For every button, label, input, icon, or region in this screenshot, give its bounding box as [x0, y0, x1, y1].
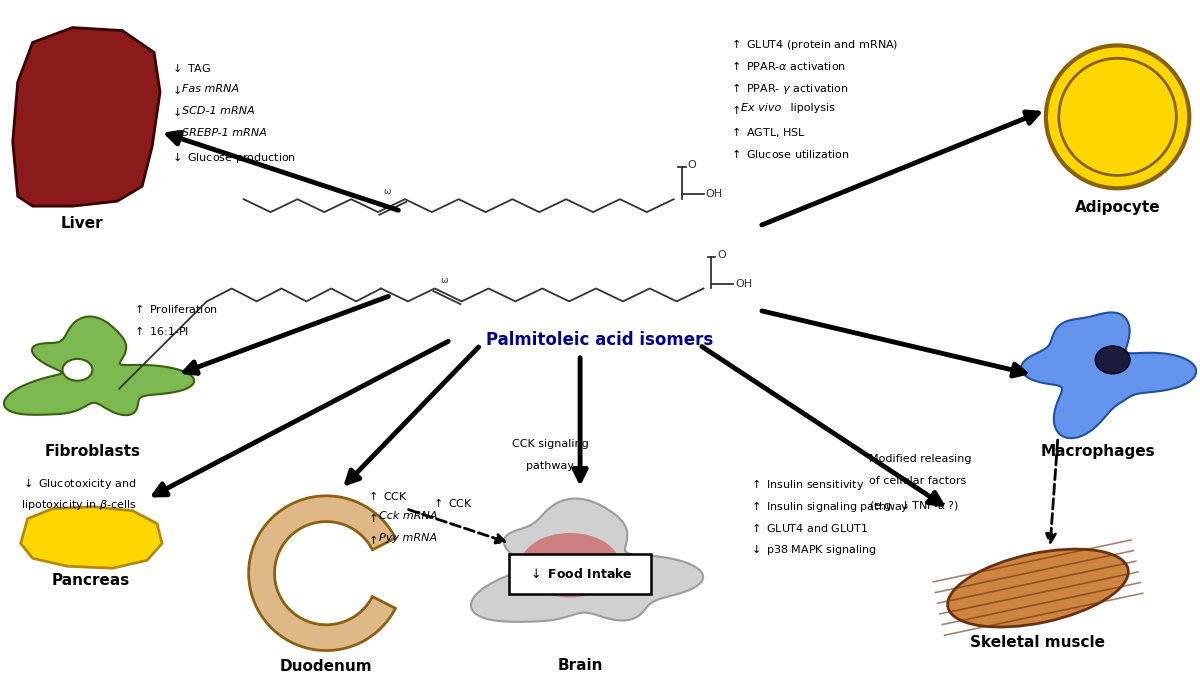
Text: $\uparrow$: $\uparrow$ — [366, 532, 382, 546]
Text: (e.g. $\downarrow$TNF-$\alpha$ ?): (e.g. $\downarrow$TNF-$\alpha$ ?) — [869, 498, 959, 513]
Text: SCD-1 mRNA: SCD-1 mRNA — [182, 106, 254, 116]
Text: $\uparrow$ AGTL, HSL: $\uparrow$ AGTL, HSL — [730, 125, 806, 139]
Text: O: O — [718, 250, 726, 260]
Text: $\uparrow$ 16:1-PI: $\uparrow$ 16:1-PI — [132, 324, 190, 337]
Text: Pyy mRNA: Pyy mRNA — [379, 532, 437, 543]
Text: $\downarrow$ Glucotoxicity and: $\downarrow$ Glucotoxicity and — [20, 476, 136, 491]
Text: lipolysis: lipolysis — [787, 103, 835, 113]
Text: Ex vivo: Ex vivo — [742, 103, 781, 113]
Text: $\uparrow$ PPAR-$\alpha$ activation: $\uparrow$ PPAR-$\alpha$ activation — [730, 59, 846, 72]
Text: $\uparrow$ PPAR- $\gamma$ activation: $\uparrow$ PPAR- $\gamma$ activation — [730, 81, 850, 96]
Ellipse shape — [1096, 346, 1130, 374]
Polygon shape — [13, 28, 160, 206]
Text: $\uparrow$ CCK: $\uparrow$ CCK — [431, 496, 473, 509]
Polygon shape — [1021, 313, 1196, 438]
Ellipse shape — [948, 549, 1128, 627]
Text: Cck mRNA: Cck mRNA — [379, 511, 438, 521]
Polygon shape — [20, 507, 162, 569]
Text: of cellular factors: of cellular factors — [869, 476, 966, 486]
Polygon shape — [470, 498, 703, 622]
Text: pathway: pathway — [527, 461, 575, 471]
Text: Liver: Liver — [61, 216, 103, 231]
Text: $\uparrow$: $\uparrow$ — [730, 103, 745, 116]
Text: $\uparrow$ Glucose utilization: $\uparrow$ Glucose utilization — [730, 147, 850, 160]
Text: $\uparrow$ GLUT4 (protein and mRNA): $\uparrow$ GLUT4 (protein and mRNA) — [730, 38, 899, 53]
Text: $\uparrow$: $\uparrow$ — [366, 511, 382, 524]
Text: Skeletal muscle: Skeletal muscle — [971, 635, 1105, 650]
Text: Duodenum: Duodenum — [280, 660, 372, 674]
Text: Palmitoleic acid isomers: Palmitoleic acid isomers — [486, 331, 714, 349]
Polygon shape — [248, 496, 396, 651]
Text: $\downarrow$ TAG: $\downarrow$ TAG — [170, 63, 211, 74]
Text: ω: ω — [440, 276, 448, 285]
Text: SREBP-1 mRNA: SREBP-1 mRNA — [182, 128, 266, 138]
Text: $\downarrow$ Glucose production: $\downarrow$ Glucose production — [170, 149, 296, 165]
Circle shape — [1046, 45, 1189, 188]
Ellipse shape — [62, 359, 92, 381]
Text: ω: ω — [384, 187, 391, 196]
Text: Modified releasing: Modified releasing — [869, 454, 971, 464]
Text: $\downarrow$ Food Intake: $\downarrow$ Food Intake — [528, 567, 632, 581]
Text: Fibroblasts: Fibroblasts — [44, 444, 140, 459]
Text: $\downarrow$: $\downarrow$ — [170, 106, 186, 118]
Text: O: O — [688, 161, 696, 170]
Text: $\uparrow$ Proliferation: $\uparrow$ Proliferation — [132, 302, 218, 316]
Text: CCK signaling: CCK signaling — [512, 439, 589, 449]
Text: OH: OH — [736, 279, 752, 288]
Text: $\downarrow$: $\downarrow$ — [170, 84, 186, 96]
Text: $\uparrow$ GLUT4 and GLUT1: $\uparrow$ GLUT4 and GLUT1 — [749, 521, 869, 534]
Ellipse shape — [572, 555, 628, 595]
Ellipse shape — [521, 533, 620, 598]
Text: $\uparrow$ Insulin sensitivity: $\uparrow$ Insulin sensitivity — [749, 477, 865, 492]
Text: Adipocyte: Adipocyte — [1075, 200, 1160, 215]
Text: $\uparrow$ Insulin signaling pathway: $\uparrow$ Insulin signaling pathway — [749, 499, 910, 514]
Polygon shape — [4, 316, 194, 415]
Text: Fas mRNA: Fas mRNA — [182, 84, 239, 94]
Text: Brain: Brain — [557, 657, 602, 673]
FancyBboxPatch shape — [510, 555, 650, 594]
Text: $\downarrow$ p38 MAPK signaling: $\downarrow$ p38 MAPK signaling — [749, 542, 877, 557]
Text: $\downarrow$: $\downarrow$ — [170, 128, 186, 140]
Text: $\uparrow$ CCK: $\uparrow$ CCK — [366, 489, 408, 502]
Text: Macrophages: Macrophages — [1040, 444, 1154, 459]
Text: OH: OH — [706, 189, 722, 199]
Text: Pancreas: Pancreas — [52, 573, 130, 588]
Text: lipotoxicity in $\beta$-cells: lipotoxicity in $\beta$-cells — [20, 498, 137, 512]
